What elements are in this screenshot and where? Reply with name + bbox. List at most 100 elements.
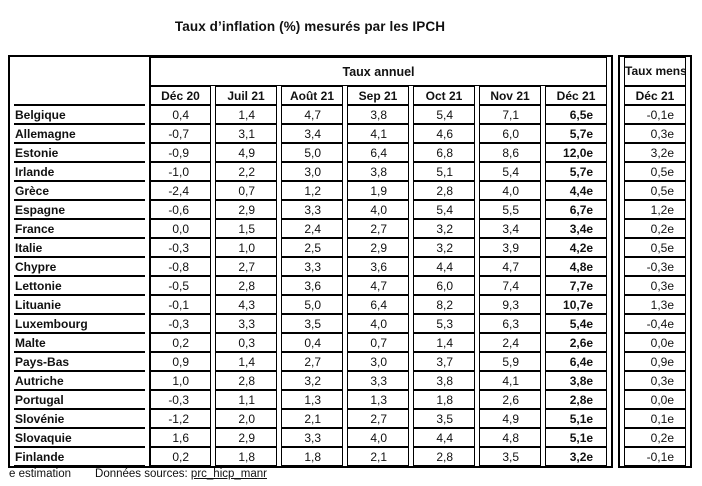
column-header-row: Déc 21: [624, 86, 686, 105]
annual-value-cell: 6,4: [347, 143, 409, 162]
table-row: Malte 0,2 0,3 0,4 0,7 1,4 2,4 2,6e: [14, 333, 608, 352]
annual-value-cell: 3,8: [347, 105, 409, 124]
table-row: Estonie -0,9 4,9 5,0 6,4 6,8 8,6 12,0e: [14, 143, 608, 162]
column-header-dec20: Déc 20: [149, 86, 211, 105]
annual-table-body: Taux annuel Déc 20 Juil 21 Août 21 Sep 2…: [14, 57, 608, 466]
annual-dec21-estimate-cell: 5,7e: [545, 124, 608, 143]
monthly-value-cell: -0,1e: [624, 447, 686, 466]
annual-value-cell: 5,4: [413, 200, 475, 219]
table-row: Pays-Bas 0,9 1,4 2,7 3,0 3,7 5,9 6,4e: [14, 352, 608, 371]
annual-value-cell: 3,4: [281, 124, 343, 143]
annual-value-cell: 2,8: [413, 447, 475, 466]
annual-value-cell: 2,7: [347, 409, 409, 428]
table-row: Slovaquie 1,6 2,9 3,3 4,0 4,4 4,8 5,1e: [14, 428, 608, 447]
annual-value-cell: 0,4: [281, 333, 343, 352]
monthly-value-cell: 3,2e: [624, 143, 686, 162]
column-header-aout21: Août 21: [281, 86, 343, 105]
annual-value-cell: 1,5: [215, 219, 277, 238]
sources-dataset-link[interactable]: prc_hicp_manr: [190, 468, 267, 480]
country-label: Portugal: [14, 390, 145, 409]
table-row: Finlande 0,2 1,8 1,8 2,1 2,8 3,5 3,2e: [14, 447, 608, 466]
country-label: Autriche: [14, 371, 145, 390]
table-row: 0,3e: [624, 371, 686, 390]
table-row: 0,1e: [624, 409, 686, 428]
monthly-value-cell: -0,4e: [624, 314, 686, 333]
annual-dec21-estimate-cell: 4,2e: [545, 238, 608, 257]
annual-value-cell: 4,7: [281, 105, 343, 124]
annual-value-cell: 4,4: [413, 257, 475, 276]
annual-value-cell: 2,5: [281, 238, 343, 257]
country-label: Malte: [14, 333, 145, 352]
annual-value-cell: 0,7: [215, 181, 277, 200]
monthly-column-header-dec21: Déc 21: [624, 86, 686, 105]
monthly-value-cell: 0,5e: [624, 162, 686, 181]
annual-value-cell: 2,6: [479, 390, 541, 409]
annual-dec21-estimate-cell: 6,7e: [545, 200, 608, 219]
annual-value-cell: -0,3: [149, 238, 211, 257]
annual-value-cell: 4,0: [347, 314, 409, 333]
annual-value-cell: -0,8: [149, 257, 211, 276]
annual-value-cell: 3,6: [281, 276, 343, 295]
table-row: Italie -0,3 1,0 2,5 2,9 3,2 3,9 4,2e: [14, 238, 608, 257]
annual-dec21-estimate-cell: 5,1e: [545, 409, 608, 428]
annual-value-cell: 5,0: [281, 143, 343, 162]
annual-value-cell: 2,8: [215, 276, 277, 295]
annual-value-cell: 2,4: [281, 219, 343, 238]
annual-value-cell: 2,8: [413, 181, 475, 200]
annual-value-cell: 5,4: [479, 162, 541, 181]
annual-value-cell: -0,9: [149, 143, 211, 162]
table-row: Portugal -0,3 1,1 1,3 1,3 1,8 2,6 2,8e: [14, 390, 608, 409]
annual-value-cell: 0,7: [347, 333, 409, 352]
annual-value-cell: 4,4: [413, 428, 475, 447]
annual-value-cell: -0,6: [149, 200, 211, 219]
annual-value-cell: 2,7: [347, 219, 409, 238]
annual-dec21-estimate-cell: 10,7e: [545, 295, 608, 314]
annual-value-cell: 2,9: [347, 238, 409, 257]
country-label: Estonie: [14, 143, 145, 162]
annual-value-cell: 3,3: [281, 257, 343, 276]
table-row: Espagne -0,6 2,9 3,3 4,0 5,4 5,5 6,7e: [14, 200, 608, 219]
annual-value-cell: 1,6: [149, 428, 211, 447]
annual-value-cell: 3,2: [413, 219, 475, 238]
annual-value-cell: 2,7: [215, 257, 277, 276]
monthly-value-cell: 0,1e: [624, 409, 686, 428]
annual-value-cell: 3,5: [413, 409, 475, 428]
annual-value-cell: 1,3: [281, 390, 343, 409]
monthly-group-header: Taux mensuel: [624, 57, 686, 86]
table-row: Irlande -1,0 2,2 3,0 3,8 5,1 5,4 5,7e: [14, 162, 608, 181]
annual-value-cell: 4,9: [479, 409, 541, 428]
country-label: Pays-Bas: [14, 352, 145, 371]
annual-value-cell: 1,0: [215, 238, 277, 257]
monthly-value-cell: 0,0e: [624, 390, 686, 409]
country-label: Lituanie: [14, 295, 145, 314]
annual-dec21-estimate-cell: 4,8e: [545, 257, 608, 276]
annual-value-cell: 3,2: [413, 238, 475, 257]
table-row: 0,2e: [624, 428, 686, 447]
annual-value-cell: 3,5: [281, 314, 343, 333]
table-row: Grèce -2,4 0,7 1,2 1,9 2,8 4,0 4,4e: [14, 181, 608, 200]
annual-value-cell: 1,1: [215, 390, 277, 409]
annual-value-cell: 1,8: [215, 447, 277, 466]
annual-value-cell: 3,0: [281, 162, 343, 181]
table-row: Allemagne -0,7 3,1 3,4 4,1 4,6 6,0 5,7e: [14, 124, 608, 143]
annual-value-cell: 1,4: [215, 105, 277, 124]
annual-value-cell: 1,9: [347, 181, 409, 200]
annual-value-cell: 1,3: [347, 390, 409, 409]
annual-value-cell: 5,5: [479, 200, 541, 219]
annual-value-cell: 9,3: [479, 295, 541, 314]
annual-value-cell: 2,9: [215, 200, 277, 219]
annual-value-cell: 4,7: [479, 257, 541, 276]
annual-value-cell: 0,3: [215, 333, 277, 352]
country-label: Finlande: [14, 447, 145, 466]
annual-value-cell: 3,3: [281, 428, 343, 447]
country-label: Slovénie: [14, 409, 145, 428]
country-label: Chypre: [14, 257, 145, 276]
table-row: Lituanie -0,1 4,3 5,0 6,4 8,2 9,3 10,7e: [14, 295, 608, 314]
annual-dec21-estimate-cell: 3,4e: [545, 219, 608, 238]
column-header-nov21: Nov 21: [479, 86, 541, 105]
monthly-value-cell: 1,3e: [624, 295, 686, 314]
annual-dec21-estimate-cell: 7,7e: [545, 276, 608, 295]
table-row: 0,0e: [624, 333, 686, 352]
annual-dec21-estimate-cell: 6,4e: [545, 352, 608, 371]
